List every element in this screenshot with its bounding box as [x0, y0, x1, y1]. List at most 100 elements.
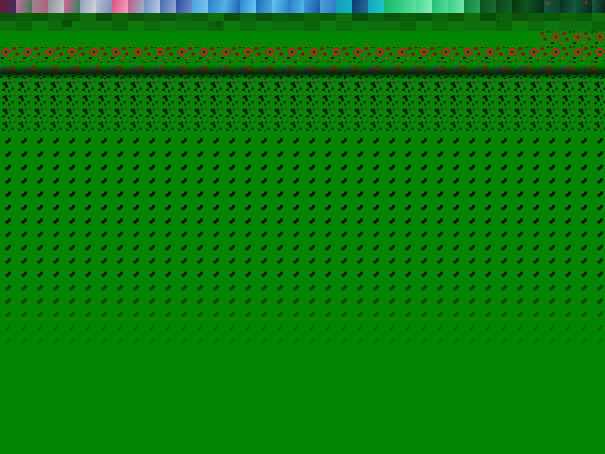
noise-block	[400, 0, 416, 13]
noise-block	[416, 0, 432, 13]
green-band-block	[160, 13, 176, 21]
green-band-block	[448, 13, 464, 21]
slash-grid-strip-1	[0, 131, 605, 226]
green-band-block	[592, 21, 605, 31]
dark-band-mark	[62, 20, 72, 27]
noise-block	[64, 0, 80, 13]
green-band-block	[320, 13, 336, 21]
green-band-block	[560, 13, 576, 21]
green-band-block	[272, 21, 288, 31]
green-band-block	[480, 21, 496, 31]
green-band-block	[32, 13, 48, 21]
noise-block	[272, 0, 288, 13]
green-band-block	[80, 21, 96, 31]
green-band-block	[416, 21, 432, 31]
green-band-block	[368, 13, 384, 21]
noise-block	[480, 0, 496, 13]
green-band-block	[464, 13, 480, 21]
slash-grid-strip-6	[0, 332, 605, 346]
green-band-block	[544, 21, 560, 31]
green-band-block	[320, 21, 336, 31]
green-band-block	[64, 21, 80, 31]
cluster-row-1	[0, 78, 605, 92]
green-band-block	[544, 13, 560, 21]
green-band-block	[496, 13, 512, 21]
slash-grid-strip-3	[0, 278, 605, 306]
green-band-block	[64, 13, 80, 21]
noise-block	[240, 0, 256, 13]
green-band-block	[96, 13, 112, 21]
red-speck	[585, 1, 587, 4]
green-band-block	[256, 13, 272, 21]
green-band-block	[336, 21, 352, 31]
noise-block	[336, 0, 352, 13]
red-ornament-band	[0, 47, 605, 62]
green-band-block	[464, 21, 480, 31]
dark-band-mark	[216, 21, 222, 27]
green-band-block	[112, 21, 128, 31]
green-band-block	[576, 13, 592, 21]
noise-block	[192, 0, 208, 13]
green-band-block	[128, 21, 144, 31]
noise-block	[32, 0, 48, 13]
green-band-block	[448, 21, 464, 31]
dark-band-mark	[497, 20, 500, 23]
purple-glyph-band	[0, 62, 605, 78]
green-band-block	[48, 13, 64, 21]
noise-block	[368, 0, 384, 13]
green-band-block	[512, 13, 528, 21]
green-band-block	[256, 21, 272, 31]
green-band-block	[352, 13, 368, 21]
slash-grid-strip-5	[0, 318, 605, 333]
noise-block	[288, 0, 304, 13]
noise-block	[96, 0, 112, 13]
slash-grid-strip-4	[0, 305, 605, 319]
green-band-block	[224, 13, 240, 21]
noise-block	[320, 0, 336, 13]
green-band-block	[368, 21, 384, 31]
green-band-block	[0, 21, 16, 31]
noise-block	[0, 0, 16, 13]
red-speck	[598, 6, 600, 8]
green-band-block	[336, 13, 352, 21]
green-band-block	[528, 13, 544, 21]
noise-block	[224, 0, 240, 13]
noise-block	[512, 0, 528, 13]
cluster-row-2	[0, 91, 605, 105]
green-band-block	[32, 21, 48, 31]
green-band-block	[496, 21, 512, 31]
green-band-block	[528, 21, 544, 31]
noise-block	[176, 0, 192, 13]
green-band-block	[192, 21, 208, 31]
noise-block	[464, 0, 480, 13]
top-noise-strip	[0, 0, 605, 13]
red-speck	[546, 2, 549, 5]
noise-block	[528, 0, 544, 13]
noise-block	[144, 0, 160, 13]
green-band	[0, 13, 605, 21]
green-band-block	[432, 13, 448, 21]
green-band-block	[384, 21, 400, 31]
green-band-block	[208, 13, 224, 21]
green-band-block	[96, 21, 112, 31]
green-band-block	[288, 21, 304, 31]
green-band-block	[128, 13, 144, 21]
green-band	[0, 21, 605, 31]
green-band-block	[160, 21, 176, 31]
green-band-block	[240, 13, 256, 21]
noise-block	[496, 0, 512, 13]
cluster-row-3	[0, 104, 605, 118]
green-band-block	[288, 13, 304, 21]
green-band-block	[432, 21, 448, 31]
green-band-block	[80, 13, 96, 21]
green-band-block	[304, 21, 320, 31]
green-band-block	[16, 13, 32, 21]
green-band-block	[112, 13, 128, 21]
green-band-block	[400, 21, 416, 31]
green-band-block	[16, 21, 32, 31]
noise-block	[256, 0, 272, 13]
green-band-block	[416, 13, 432, 21]
green-band-block	[240, 21, 256, 31]
